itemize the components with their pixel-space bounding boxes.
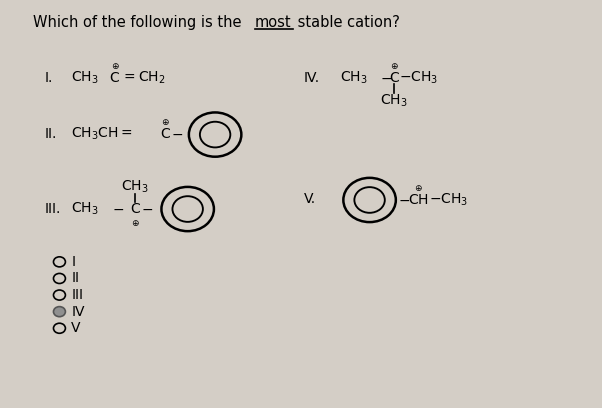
- Text: $\oplus$: $\oplus$: [111, 61, 119, 71]
- Text: I: I: [72, 255, 75, 269]
- Text: II: II: [72, 271, 79, 286]
- Text: I.: I.: [45, 71, 53, 85]
- Circle shape: [189, 113, 241, 157]
- Text: $\mathregular{-}$: $\mathregular{-}$: [380, 71, 392, 85]
- Text: $\mathregular{CH_3}$: $\mathregular{CH_3}$: [72, 201, 99, 217]
- Text: V.: V.: [304, 192, 316, 206]
- Text: $\mathregular{-}$: $\mathregular{-}$: [112, 202, 124, 216]
- Text: $\mathregular{C}$: $\mathregular{C}$: [129, 202, 141, 216]
- Text: $\mathregular{-CH_3}$: $\mathregular{-CH_3}$: [429, 192, 468, 208]
- Text: $\mathregular{-CH_3}$: $\mathregular{-CH_3}$: [399, 70, 438, 86]
- Text: $\mathregular{CH_3CH=}$: $\mathregular{CH_3CH=}$: [72, 125, 133, 142]
- Text: $\oplus$: $\oplus$: [131, 217, 140, 228]
- Text: $\mathregular{-}$: $\mathregular{-}$: [171, 126, 183, 141]
- Circle shape: [54, 290, 66, 300]
- Text: $\mathregular{CH_3}$: $\mathregular{CH_3}$: [340, 70, 367, 86]
- Circle shape: [161, 187, 214, 231]
- Text: $\mathregular{-}$: $\mathregular{-}$: [141, 202, 154, 216]
- Text: II.: II.: [45, 126, 57, 141]
- Text: $\mathregular{CH_3}$: $\mathregular{CH_3}$: [380, 93, 408, 109]
- Text: $\oplus$: $\oplus$: [389, 61, 399, 71]
- Text: III.: III.: [45, 202, 61, 216]
- Text: $\mathregular{C}$: $\mathregular{C}$: [160, 126, 170, 141]
- Text: Which of the following is the: Which of the following is the: [33, 16, 250, 31]
- Text: $\mathregular{C}$: $\mathregular{C}$: [110, 71, 120, 85]
- Circle shape: [343, 178, 396, 222]
- Text: most: most: [255, 16, 292, 31]
- Text: $\mathregular{CH}$: $\mathregular{CH}$: [408, 193, 429, 207]
- Text: III: III: [72, 288, 83, 302]
- Circle shape: [54, 257, 66, 267]
- Text: $\mathregular{CH_3}$: $\mathregular{CH_3}$: [72, 70, 99, 86]
- Text: $\oplus$: $\oplus$: [161, 117, 169, 127]
- Text: $\mathregular{C}$: $\mathregular{C}$: [388, 71, 400, 85]
- Circle shape: [54, 273, 66, 284]
- Text: IV: IV: [72, 305, 85, 319]
- Circle shape: [54, 307, 66, 317]
- Text: stable cation?: stable cation?: [293, 16, 400, 31]
- Text: V: V: [72, 321, 81, 335]
- Text: $\mathregular{CH_3}$: $\mathregular{CH_3}$: [122, 178, 149, 195]
- Text: $\mathregular{=CH_2}$: $\mathregular{=CH_2}$: [121, 70, 166, 86]
- Text: $\mathregular{-}$: $\mathregular{-}$: [398, 193, 410, 207]
- Text: IV.: IV.: [304, 71, 320, 85]
- Text: $\oplus$: $\oplus$: [414, 183, 423, 193]
- Circle shape: [54, 323, 66, 333]
